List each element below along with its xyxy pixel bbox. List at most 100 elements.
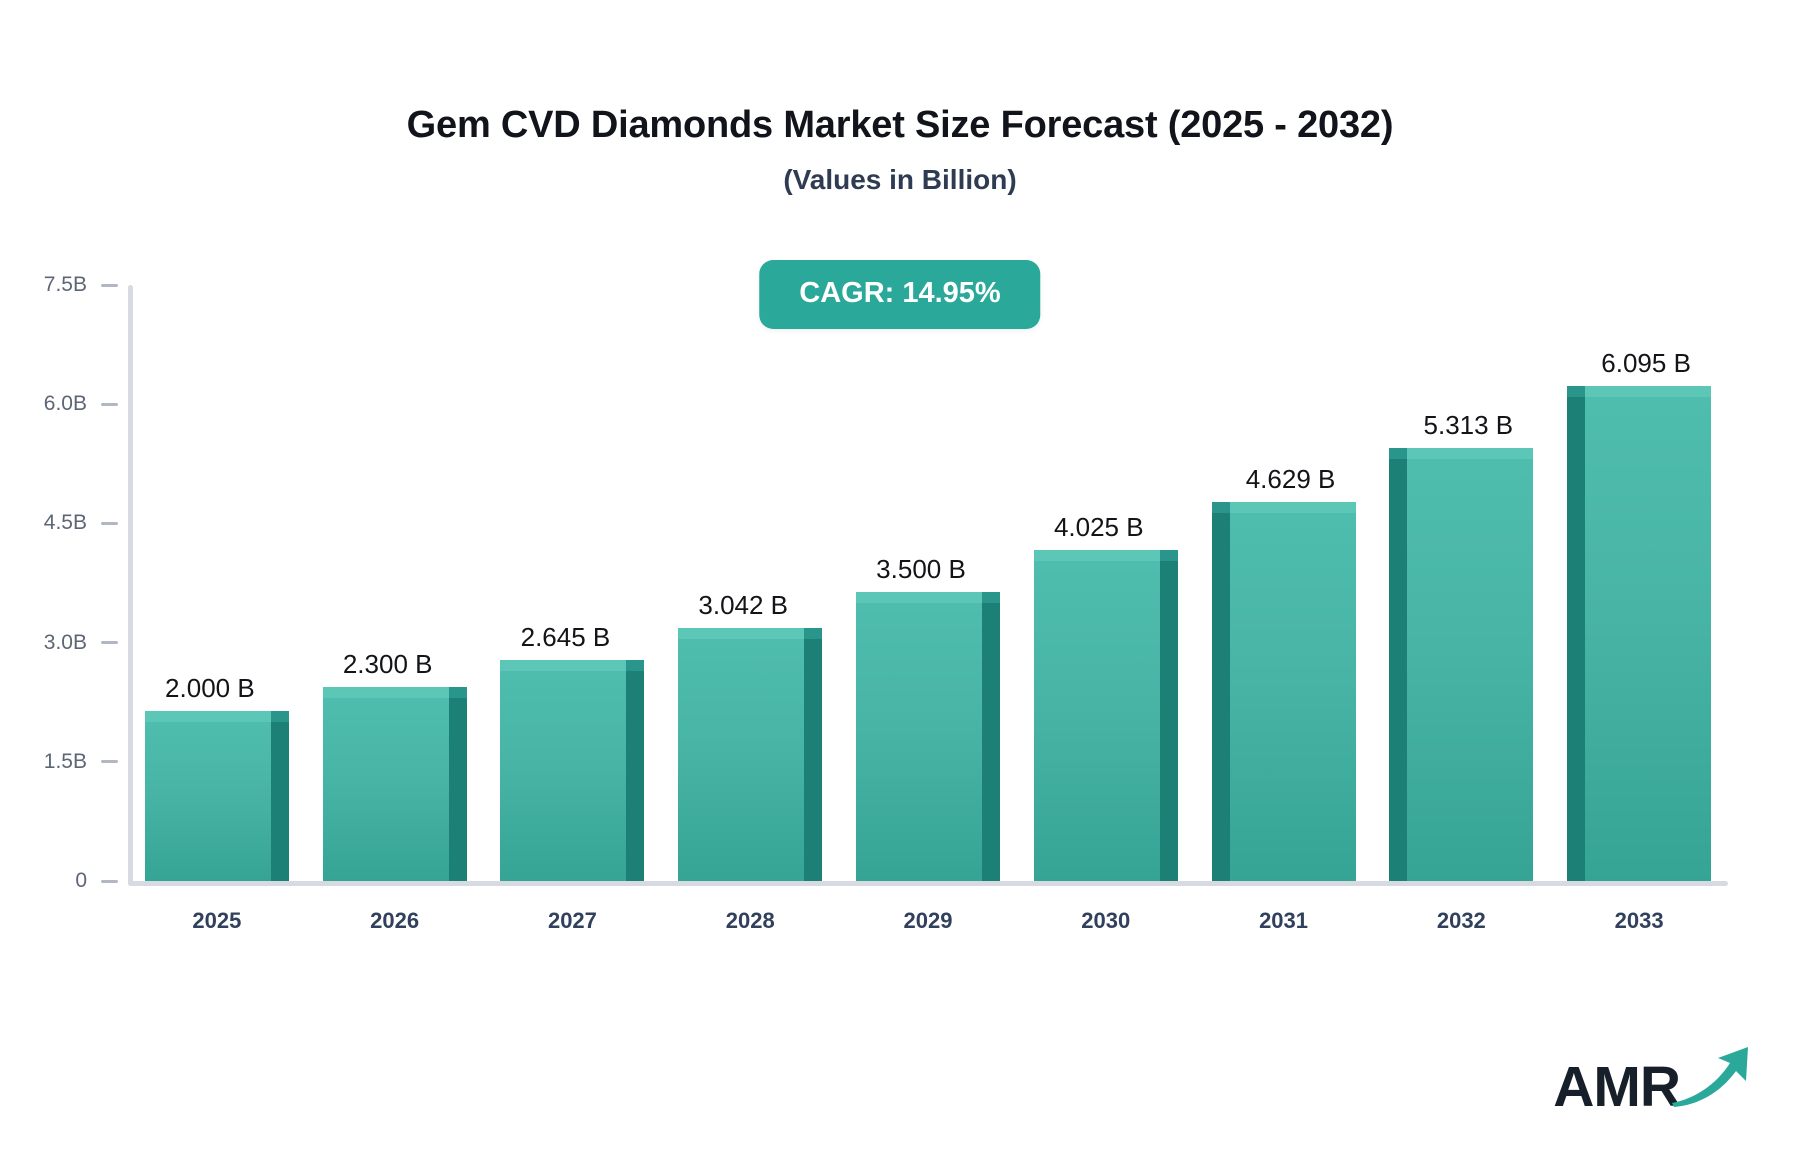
x-axis-label: 2028 (725, 908, 775, 933)
y-axis-tick: 1.5B (13, 750, 128, 774)
bar-side-face (804, 639, 823, 881)
bar-top-face (1407, 447, 1534, 459)
bar-top-corner (1159, 550, 1178, 562)
bar-column[interactable]: 6.095 B (1567, 285, 1712, 881)
y-axis-tick-mark (101, 879, 118, 883)
x-axis-label: 2031 (1259, 908, 1309, 933)
x-axis-label: 2029 (903, 908, 953, 933)
y-axis-tick-mark (101, 641, 118, 645)
bar-value-label: 6.095 B (1601, 347, 1691, 378)
page-title: Gem CVD Diamonds Market Size Forecast (2… (406, 104, 1394, 146)
bar-side-face (1389, 458, 1408, 881)
bar-top-corner (804, 628, 823, 640)
bar-front-face (1585, 396, 1712, 881)
bar-front-face (500, 670, 627, 881)
x-axis-line (128, 881, 1728, 886)
bar[interactable]: 4.025 B (1033, 512, 1178, 881)
bar-top-corner (1389, 447, 1408, 459)
y-axis-tick: 3.0B (13, 631, 128, 655)
bar-value-label: 5.313 B (1423, 409, 1514, 440)
bar-value-label: 3.500 B (876, 553, 966, 584)
bar-top-face (1229, 502, 1356, 514)
bar[interactable]: 3.042 B (678, 590, 823, 881)
bar-front-face (1229, 513, 1356, 881)
bar[interactable]: 2.645 B (500, 622, 645, 881)
y-axis-line (128, 285, 133, 885)
bar-top-corner (1567, 385, 1586, 397)
bar-top-face (678, 628, 805, 640)
bar[interactable]: 2.000 B (144, 673, 289, 881)
bar-value-label: 3.042 B (698, 590, 789, 621)
plot-area: 0 1.5B 3.0B 4.5B 6.0B 7.5B 2.000 B 2.300 B 2.64… (44, 273, 1728, 892)
bar[interactable]: 3.500 B (856, 554, 1000, 881)
bar-side-face (626, 670, 645, 881)
y-axis-tick-label: 4.5B (43, 511, 87, 535)
y-axis-tick: 4.5B (13, 511, 128, 535)
x-axis-label: 2026 (370, 908, 420, 933)
bar-value-label: 2.300 B (342, 649, 433, 680)
bar-value-label: 2.645 B (520, 621, 611, 652)
bar-value-label: 4.629 B (1245, 464, 1336, 495)
cagr-badge: CAGR: 14.95% (759, 260, 1041, 329)
bar-value-label: 4.025 B (1053, 512, 1144, 543)
x-axis-label: 2033 (1614, 908, 1664, 933)
bar-front-face (856, 602, 982, 881)
bar-front-face (1033, 561, 1160, 881)
y-axis-tick: 7.5B (13, 273, 128, 297)
bar-column[interactable]: 2.300 B (322, 285, 467, 881)
bar-top-face (856, 591, 982, 603)
bar-top-face (1585, 385, 1712, 397)
growth-arrow-icon (1668, 1041, 1754, 1114)
bar-column[interactable]: 4.629 B (1211, 285, 1356, 881)
bar-front-face (1407, 458, 1534, 881)
y-axis-tick-mark (101, 402, 118, 406)
bar[interactable]: 5.313 B (1389, 410, 1534, 881)
y-axis-tick-mark (101, 760, 118, 764)
bar-column[interactable]: 3.042 B (678, 285, 823, 881)
chart-subtitle: (Values in Billion) (783, 163, 1017, 195)
x-axis-label: 2025 (192, 908, 242, 933)
bar-column[interactable]: 5.313 B (1389, 285, 1534, 881)
bar-top-corner (270, 711, 289, 723)
y-axis-tick-mark (101, 283, 118, 287)
bar-column[interactable]: 2.645 B (500, 285, 645, 881)
amr-logo: AMR (1553, 1040, 1754, 1116)
bars-layer: 2.000 B 2.300 B 2.645 B 3.042 B 3.500 B 4.025… (128, 285, 1728, 885)
y-axis-tick-mark (101, 521, 118, 525)
bar-top-face (1033, 550, 1160, 562)
bar-top-corner (982, 591, 1000, 603)
bar-side-face (1211, 513, 1230, 881)
y-axis-tick-label: 0 (75, 869, 87, 892)
bar-side-face (982, 602, 1000, 881)
bar-top-face (500, 659, 627, 671)
y-axis-tick-label: 6.0B (43, 392, 87, 416)
y-axis-tick-label: 1.5B (43, 749, 87, 773)
x-axis-label: 2032 (1436, 908, 1486, 933)
bar-column[interactable]: 3.500 B (856, 285, 1000, 881)
bar-side-face (448, 698, 467, 881)
x-axis-label: 2030 (1081, 908, 1131, 933)
bar-front-face (144, 722, 271, 881)
bar[interactable]: 4.629 B (1211, 464, 1356, 881)
x-axis-label: 2027 (547, 908, 597, 933)
bar-top-corner (448, 687, 467, 699)
bar-side-face (1567, 396, 1586, 881)
logo-text: AMR (1553, 1055, 1681, 1119)
bar-column[interactable]: 2.000 B (144, 285, 289, 881)
y-axis-tick: 0 (13, 869, 128, 893)
bar-top-face (144, 711, 271, 723)
title-block: Gem CVD Diamonds Market Size Forecast (2… (0, 104, 1800, 196)
bar-front-face (322, 698, 449, 881)
x-axis-labels: 2025 2026 2027 2028 2029 2030 2031 2032 2033 (128, 908, 1728, 948)
bar-top-face (322, 687, 449, 699)
bar[interactable]: 2.300 B (322, 649, 467, 881)
y-axis-tick: 6.0B (13, 392, 128, 416)
bar-side-face (270, 722, 289, 881)
bar[interactable]: 6.095 B (1567, 348, 1712, 881)
bar-column[interactable]: 4.025 B (1033, 285, 1178, 881)
bar-top-corner (626, 659, 645, 671)
bar-value-label: 2.000 B (165, 673, 255, 704)
bar-side-face (1159, 561, 1178, 881)
bar-top-corner (1211, 502, 1230, 514)
